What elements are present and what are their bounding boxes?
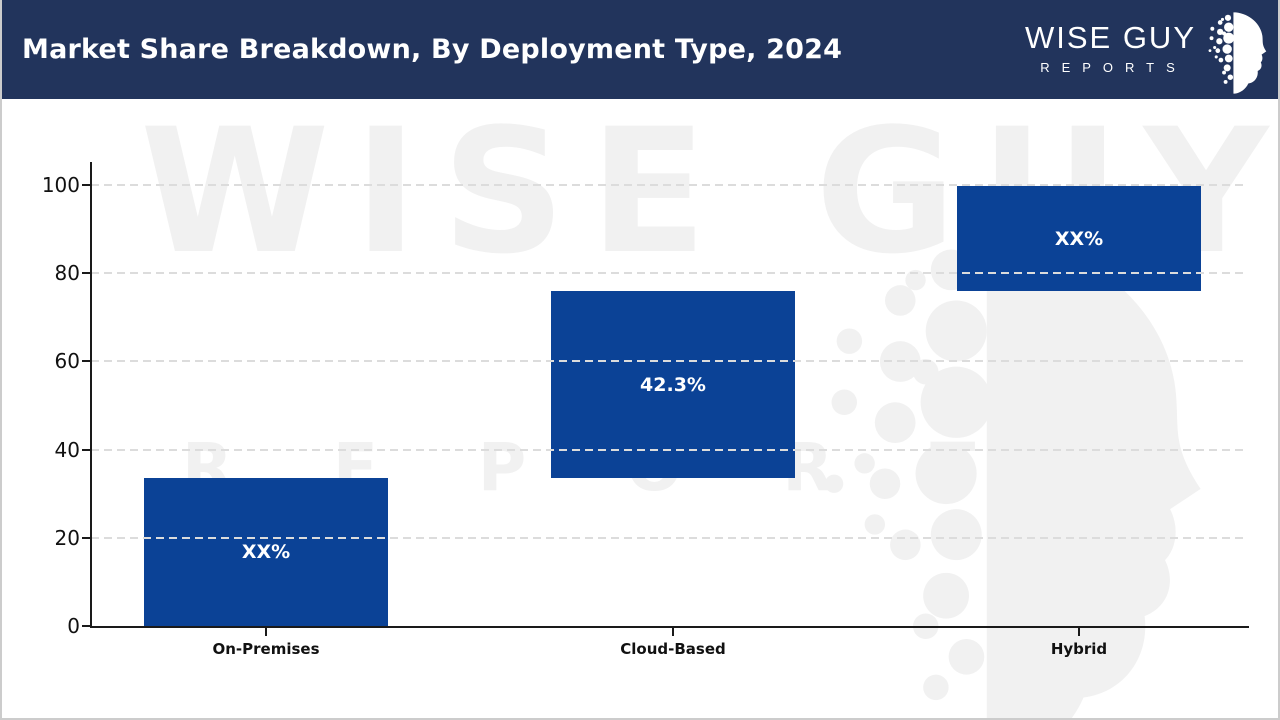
chart-area: WISE GUY REPORTS XX%42.3%XX%020406080100…: [2, 91, 1278, 718]
y-tick-100: [82, 184, 90, 186]
y-tick-60: [82, 360, 90, 363]
brand-name: WISE GUY: [1024, 20, 1196, 55]
x-category-label: Hybrid: [1050, 640, 1108, 658]
y-tick-label-100: 100: [41, 173, 80, 197]
x-tick-2: [1078, 628, 1080, 636]
brand-subtitle: REPORTS: [1040, 60, 1187, 75]
brand-logo-text: WISE GUY REPORTS: [1025, 20, 1196, 75]
y-tick-40: [82, 448, 90, 451]
chart-title: Market Share Breakdown, By Deployment Ty…: [22, 34, 843, 65]
y-tick-label-20: 20: [54, 525, 80, 550]
y-tick-label-40: 40: [54, 437, 80, 462]
bar-value-label: XX%: [1054, 227, 1104, 250]
bar-on-premises: XX%: [144, 477, 388, 626]
gridline-80: [91, 272, 1247, 275]
brand-face-icon: [1208, 12, 1267, 94]
x-tick-1: [672, 628, 674, 636]
bar-hybrid: XX%: [957, 186, 1201, 292]
y-tick-label-0: 0: [67, 614, 80, 638]
y-tick-label-80: 80: [54, 261, 80, 286]
y-tick-20: [82, 536, 90, 539]
y-tick-label-60: 60: [54, 349, 80, 374]
x-category-label: On-Premises: [212, 640, 320, 658]
y-tick-0: [82, 625, 90, 627]
gridline-60: [91, 360, 1247, 363]
x-tick-0: [265, 628, 267, 636]
x-category-label: Cloud-Based: [620, 640, 726, 658]
header-band: Market Share Breakdown, By Deployment Ty…: [2, 0, 1278, 99]
bar-value-label: 42.3%: [640, 373, 706, 396]
y-axis-line: [90, 162, 92, 628]
bar-cloud-based: 42.3%: [551, 291, 795, 478]
bar-value-label: XX%: [241, 540, 291, 563]
gridline-40: [91, 448, 1247, 451]
x-axis-line: [90, 626, 1249, 628]
brand-logo: WISE GUY REPORTS: [1008, 6, 1268, 94]
gridline-20: [91, 536, 1247, 539]
gridline-100: [91, 184, 1247, 186]
y-tick-80: [82, 272, 90, 275]
